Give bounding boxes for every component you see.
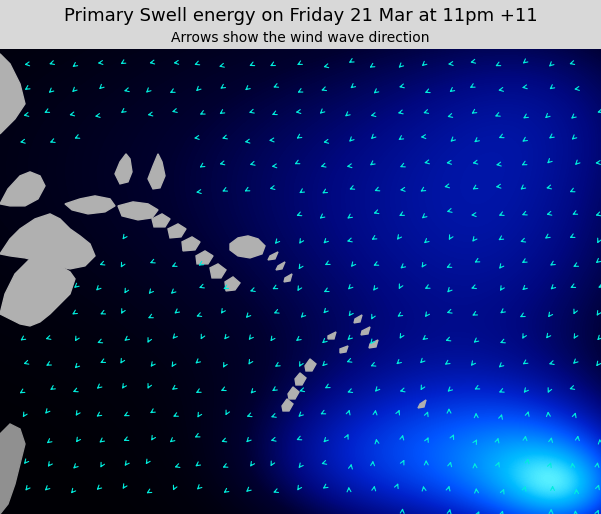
Polygon shape xyxy=(354,315,362,323)
Polygon shape xyxy=(0,54,25,134)
Polygon shape xyxy=(118,202,158,220)
Polygon shape xyxy=(230,236,265,258)
Polygon shape xyxy=(152,214,170,227)
Polygon shape xyxy=(130,204,148,216)
Polygon shape xyxy=(210,264,226,278)
Polygon shape xyxy=(276,262,285,270)
Polygon shape xyxy=(305,359,316,371)
Polygon shape xyxy=(369,340,378,348)
Polygon shape xyxy=(0,424,25,514)
Polygon shape xyxy=(340,346,348,353)
Polygon shape xyxy=(0,249,75,326)
Polygon shape xyxy=(182,237,200,251)
Polygon shape xyxy=(268,252,278,260)
Polygon shape xyxy=(282,399,293,411)
Polygon shape xyxy=(295,373,306,385)
Polygon shape xyxy=(65,196,115,214)
Polygon shape xyxy=(361,327,370,335)
Polygon shape xyxy=(288,387,299,399)
Polygon shape xyxy=(225,277,240,291)
Polygon shape xyxy=(148,154,165,189)
Polygon shape xyxy=(168,224,186,238)
Polygon shape xyxy=(0,214,95,269)
Polygon shape xyxy=(328,332,336,339)
Polygon shape xyxy=(196,251,213,264)
Polygon shape xyxy=(115,154,132,184)
Polygon shape xyxy=(0,172,45,206)
Polygon shape xyxy=(284,274,292,282)
Text: Arrows show the wind wave direction: Arrows show the wind wave direction xyxy=(171,31,430,45)
Text: Primary Swell energy on Friday 21 Mar at 11pm +11: Primary Swell energy on Friday 21 Mar at… xyxy=(64,7,537,25)
Polygon shape xyxy=(418,400,426,408)
